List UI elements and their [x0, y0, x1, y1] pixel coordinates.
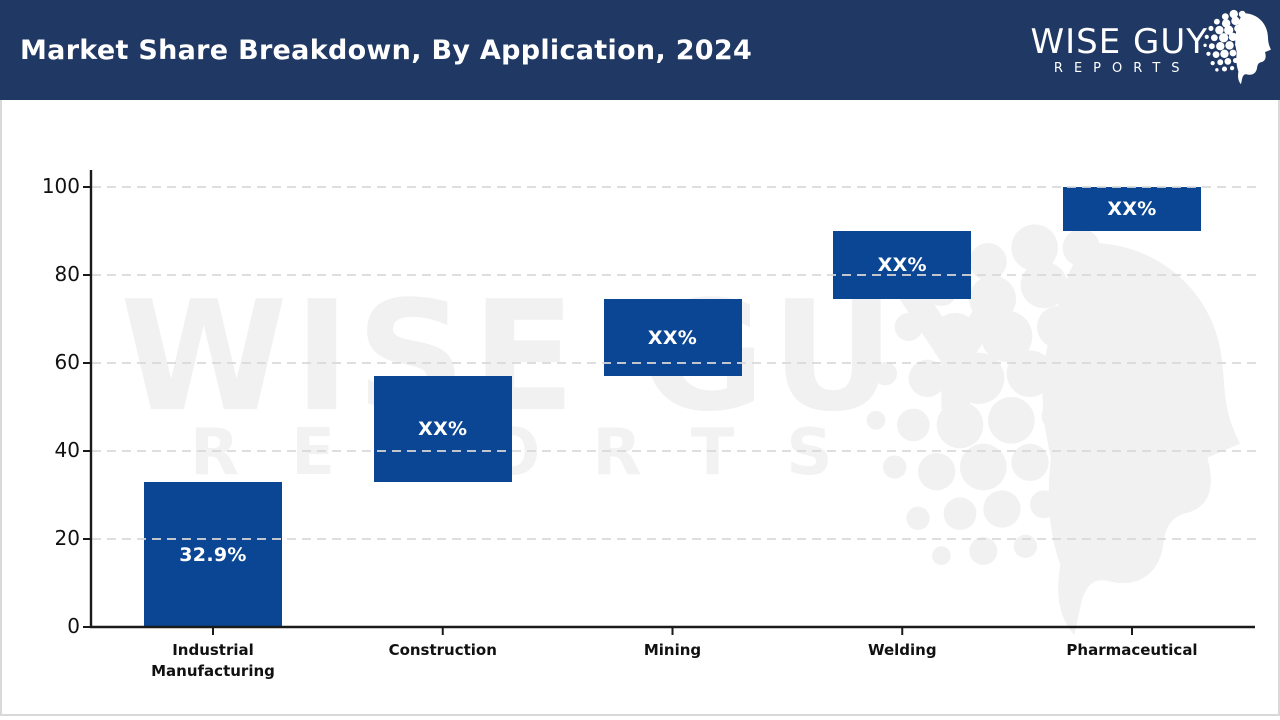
x-category-label-pharmaceutical: Pharmaceutical: [1066, 641, 1198, 659]
page-title: Market Share Breakdown, By Application, …: [20, 34, 753, 66]
y-axis-tick-label: 60: [54, 350, 80, 374]
bar-value-label: XX%: [877, 254, 927, 277]
x-category-label-construction: Construction: [388, 641, 497, 659]
y-axis-tick-label: 100: [41, 174, 80, 198]
watermark-subtext: REPORTS: [190, 416, 885, 490]
logo-wordmark: WISE GUY: [1030, 22, 1208, 62]
watermark-head-icon: [866, 224, 1240, 635]
y-axis-tick-label: 0: [67, 614, 80, 638]
x-category-label-industrial-manufacturing: Industrial Manufacturing: [151, 641, 275, 680]
logo-subtext: REPORTS: [1053, 61, 1191, 76]
bar-welding: XX%: [833, 231, 972, 300]
bar-pharmaceutical: XX%: [1063, 187, 1201, 231]
logo-text: WISE GUY REPORTS: [1030, 25, 1208, 75]
header: Market Share Breakdown, By Application, …: [0, 0, 1280, 100]
bar-value-label: XX%: [647, 326, 698, 349]
bar-value-label: XX%: [1107, 198, 1157, 220]
chart-area: WISE GUY REPORTS 32.9% XX% XX% XX% XX% 0 20 40 6…: [0, 100, 1280, 716]
x-category-label-mining: Mining: [643, 641, 702, 659]
bar-mining: XX%: [603, 299, 742, 377]
bar-construction: XX%: [373, 376, 512, 483]
y-axis-tick-label: 20: [54, 526, 80, 550]
wiseguy-logo: WISE GUY REPORTS: [1030, 4, 1276, 96]
bar-industrial-manufacturing: 32.9%: [144, 482, 282, 627]
logo-head-icon: [1203, 9, 1271, 85]
bar-value-label: XX%: [418, 418, 468, 441]
bar-value-label: 32.9%: [179, 543, 247, 566]
x-category-label-welding: Welding: [867, 641, 937, 659]
y-axis-tick-label: 80: [54, 262, 80, 286]
y-axis-tick-label: 40: [54, 438, 80, 462]
